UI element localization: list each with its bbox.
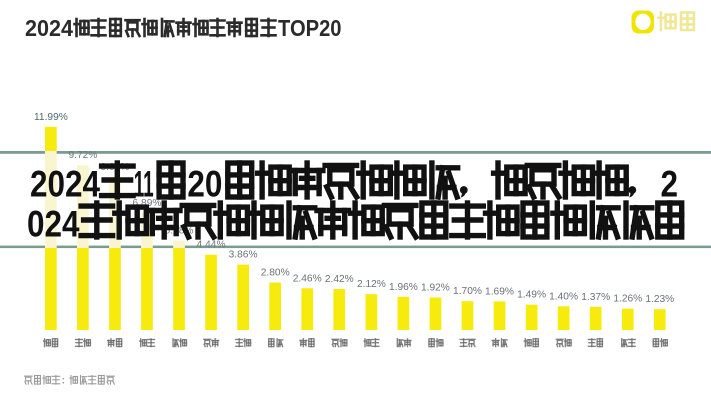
svg-text:1.40%: 1.40%	[549, 291, 578, 302]
svg-text:9.72%: 9.72%	[68, 150, 97, 161]
svg-text:11: 11	[134, 164, 154, 205]
svg-text:1.26%: 1.26%	[613, 294, 642, 305]
svg-text:2.12%: 2.12%	[357, 279, 386, 290]
svg-text:3.86%: 3.86%	[229, 250, 258, 261]
svg-text:6.89%: 6.89%	[133, 198, 162, 209]
svg-text:2: 2	[661, 164, 679, 205]
svg-text:1.70%: 1.70%	[453, 286, 482, 297]
svg-text:5.28%: 5.28%	[165, 226, 194, 237]
svg-text:2.46%: 2.46%	[293, 273, 322, 284]
svg-text:2024: 2024	[30, 164, 100, 205]
svg-text:2024: 2024	[25, 15, 73, 41]
svg-text:20: 20	[187, 164, 222, 205]
svg-text:TOP20: TOP20	[278, 15, 342, 41]
svg-text:1.49%: 1.49%	[517, 290, 546, 301]
svg-text:4.44%: 4.44%	[197, 240, 226, 251]
svg-text:2.80%: 2.80%	[261, 268, 290, 279]
svg-text:1.69%: 1.69%	[485, 286, 514, 297]
svg-text:1.96%: 1.96%	[389, 282, 418, 293]
svg-text:024: 024	[27, 204, 80, 245]
svg-text:1.37%: 1.37%	[581, 292, 610, 303]
svg-text:1.92%: 1.92%	[421, 283, 450, 294]
svg-text:11.99%: 11.99%	[34, 112, 68, 123]
svg-text:2.42%: 2.42%	[325, 274, 354, 285]
svg-text:1.23%: 1.23%	[645, 294, 674, 305]
